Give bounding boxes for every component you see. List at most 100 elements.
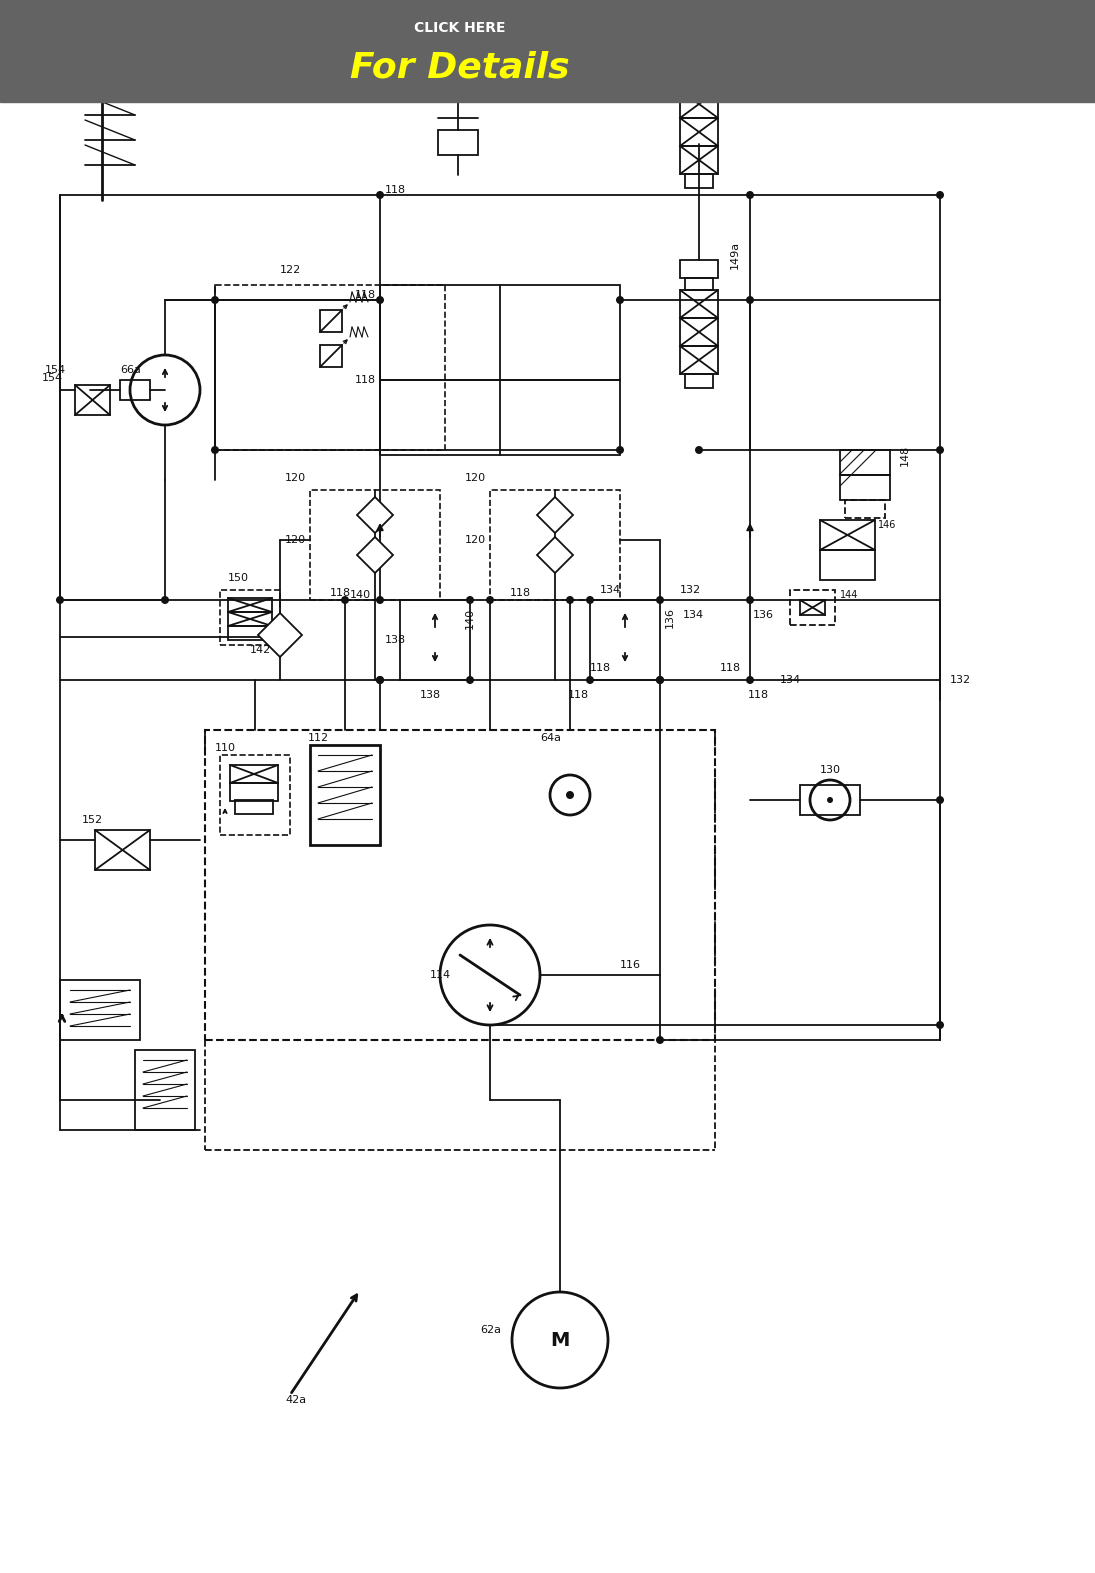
Bar [685, 374, 713, 389]
Polygon shape [537, 497, 573, 533]
Bar [680, 318, 718, 346]
Bar [820, 521, 875, 551]
Text: 140: 140 [465, 607, 475, 629]
Circle shape [656, 676, 664, 684]
Text: 66a: 66a [120, 365, 141, 374]
Bar [400, 599, 470, 680]
Bar [800, 599, 825, 615]
Circle shape [211, 447, 219, 455]
Text: 118: 118 [385, 186, 406, 195]
Bar [820, 551, 875, 580]
Text: M: M [551, 1331, 569, 1350]
Bar [230, 783, 278, 801]
Bar [590, 599, 660, 680]
Bar [310, 746, 380, 845]
Bar [0, 0, 1095, 102]
Bar [438, 131, 479, 156]
Circle shape [466, 676, 474, 684]
Text: 134: 134 [600, 585, 621, 595]
Polygon shape [357, 536, 393, 573]
Bar [228, 612, 272, 626]
Text: 148: 148 [480, 39, 489, 61]
Bar [800, 785, 860, 815]
Text: 118: 118 [510, 588, 531, 598]
Circle shape [616, 296, 624, 304]
Text: For Details: For Details [350, 50, 569, 85]
Circle shape [746, 190, 754, 200]
Bar [680, 118, 718, 146]
Text: 64a: 64a [540, 733, 561, 742]
Circle shape [211, 296, 219, 304]
Text: 118: 118 [748, 691, 769, 700]
Circle shape [376, 676, 384, 684]
Bar [680, 90, 718, 118]
Text: 132: 132 [950, 675, 971, 684]
Bar [840, 475, 890, 500]
Bar [60, 980, 140, 1040]
Text: 42a: 42a [285, 1395, 307, 1405]
Circle shape [550, 775, 590, 815]
Text: 149b: 149b [730, 41, 740, 69]
Bar [680, 260, 718, 278]
Text: 146: 146 [878, 521, 897, 530]
Circle shape [936, 190, 944, 200]
Bar [95, 831, 150, 870]
Circle shape [376, 676, 384, 684]
Circle shape [130, 355, 200, 425]
Circle shape [341, 596, 349, 604]
Polygon shape [537, 536, 573, 573]
Text: 149a: 149a [730, 241, 740, 269]
Circle shape [746, 596, 754, 604]
Bar [845, 500, 885, 518]
Text: 118: 118 [330, 588, 351, 598]
Bar [395, 63, 415, 87]
Bar [235, 801, 273, 813]
Bar [680, 146, 718, 175]
Text: 134: 134 [780, 675, 802, 684]
Bar [435, 60, 456, 90]
Text: 120: 120 [465, 473, 486, 483]
Circle shape [376, 596, 384, 604]
Text: 120: 120 [285, 473, 307, 483]
Text: 130: 130 [820, 764, 841, 775]
Text: 118: 118 [590, 662, 611, 673]
Text: 138: 138 [420, 691, 441, 700]
Text: 150: 150 [228, 573, 249, 584]
Circle shape [566, 596, 574, 604]
Text: 110: 110 [215, 742, 237, 753]
Text: 118: 118 [721, 662, 741, 673]
Bar [74, 385, 110, 415]
Circle shape [440, 925, 540, 1026]
Bar [310, 491, 440, 599]
Bar [685, 79, 713, 90]
Bar [789, 590, 835, 624]
Bar [120, 381, 150, 400]
Bar [135, 1051, 195, 1129]
Bar [230, 764, 278, 783]
Circle shape [746, 676, 754, 684]
Bar [456, 60, 475, 90]
Text: 142: 142 [250, 645, 272, 654]
Text: 140: 140 [350, 590, 371, 599]
Bar [685, 175, 713, 189]
Circle shape [616, 447, 624, 455]
Circle shape [936, 1021, 944, 1029]
Circle shape [586, 596, 593, 604]
Text: 144: 144 [840, 590, 858, 599]
Bar [320, 310, 342, 332]
Bar [415, 60, 475, 90]
Text: 154: 154 [45, 365, 66, 374]
Bar [220, 590, 280, 645]
Text: CLICK HERE: CLICK HERE [414, 20, 506, 35]
Bar [320, 344, 342, 367]
Bar [415, 60, 435, 90]
Bar [228, 626, 272, 640]
Circle shape [656, 1037, 664, 1044]
Text: 134: 134 [683, 610, 704, 620]
Circle shape [466, 596, 474, 604]
Circle shape [936, 796, 944, 804]
Bar [220, 755, 290, 835]
Circle shape [936, 447, 944, 455]
Bar [228, 598, 272, 612]
Text: 112: 112 [308, 733, 330, 742]
